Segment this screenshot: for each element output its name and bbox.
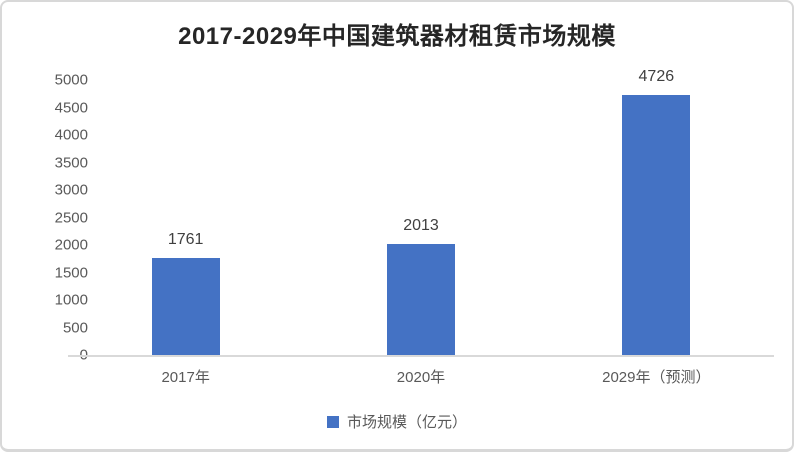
x-axis-category-label: 2017年: [161, 369, 210, 386]
bar: [622, 95, 691, 355]
bar: [151, 258, 220, 355]
y-axis: 5000 4500 4000 3500 3000 2500 2000 1500 1000 500 0: [2, 72, 88, 364]
y-axis-tick-label: 5000: [54, 71, 88, 89]
legend: 市场规模（亿元）: [2, 411, 792, 432]
y-axis-tick-label: 3000: [54, 181, 88, 199]
bar-value-label: 4726: [638, 68, 675, 86]
bar-slot: 2013: [303, 80, 538, 355]
legend-label: 市场规模（亿元）: [346, 414, 467, 431]
bar-slot: 4726: [539, 68, 774, 355]
x-axis-category-label: 2020年: [396, 369, 446, 386]
bar: [386, 244, 455, 355]
x-axis-category-label: 2029年（预测）: [602, 369, 711, 386]
x-axis: 2017年 2020年 2029年（预测）: [68, 366, 774, 387]
chart-title: 2017-2029年中国建筑器材租赁市场规模: [178, 23, 616, 50]
y-axis-tick-label: 4500: [54, 99, 88, 116]
bar-slot: 1761: [68, 80, 303, 355]
y-axis-tick-label: 1500: [54, 264, 88, 281]
y-axis-tick-label: 2000: [54, 236, 88, 254]
legend-swatch-icon: [326, 415, 339, 428]
plot-area: 1761 2013 4726: [68, 68, 774, 357]
y-axis-tick-label: 1000: [54, 291, 88, 309]
y-axis-tick-label: 2500: [54, 209, 88, 226]
y-axis-tick-label: 500: [62, 319, 88, 336]
y-axis-tick-label: 3500: [54, 154, 88, 171]
y-axis-tick-label: 4000: [54, 126, 88, 144]
bar-value-label: 2013: [403, 217, 439, 235]
bar-value-label: 1761: [167, 231, 204, 249]
